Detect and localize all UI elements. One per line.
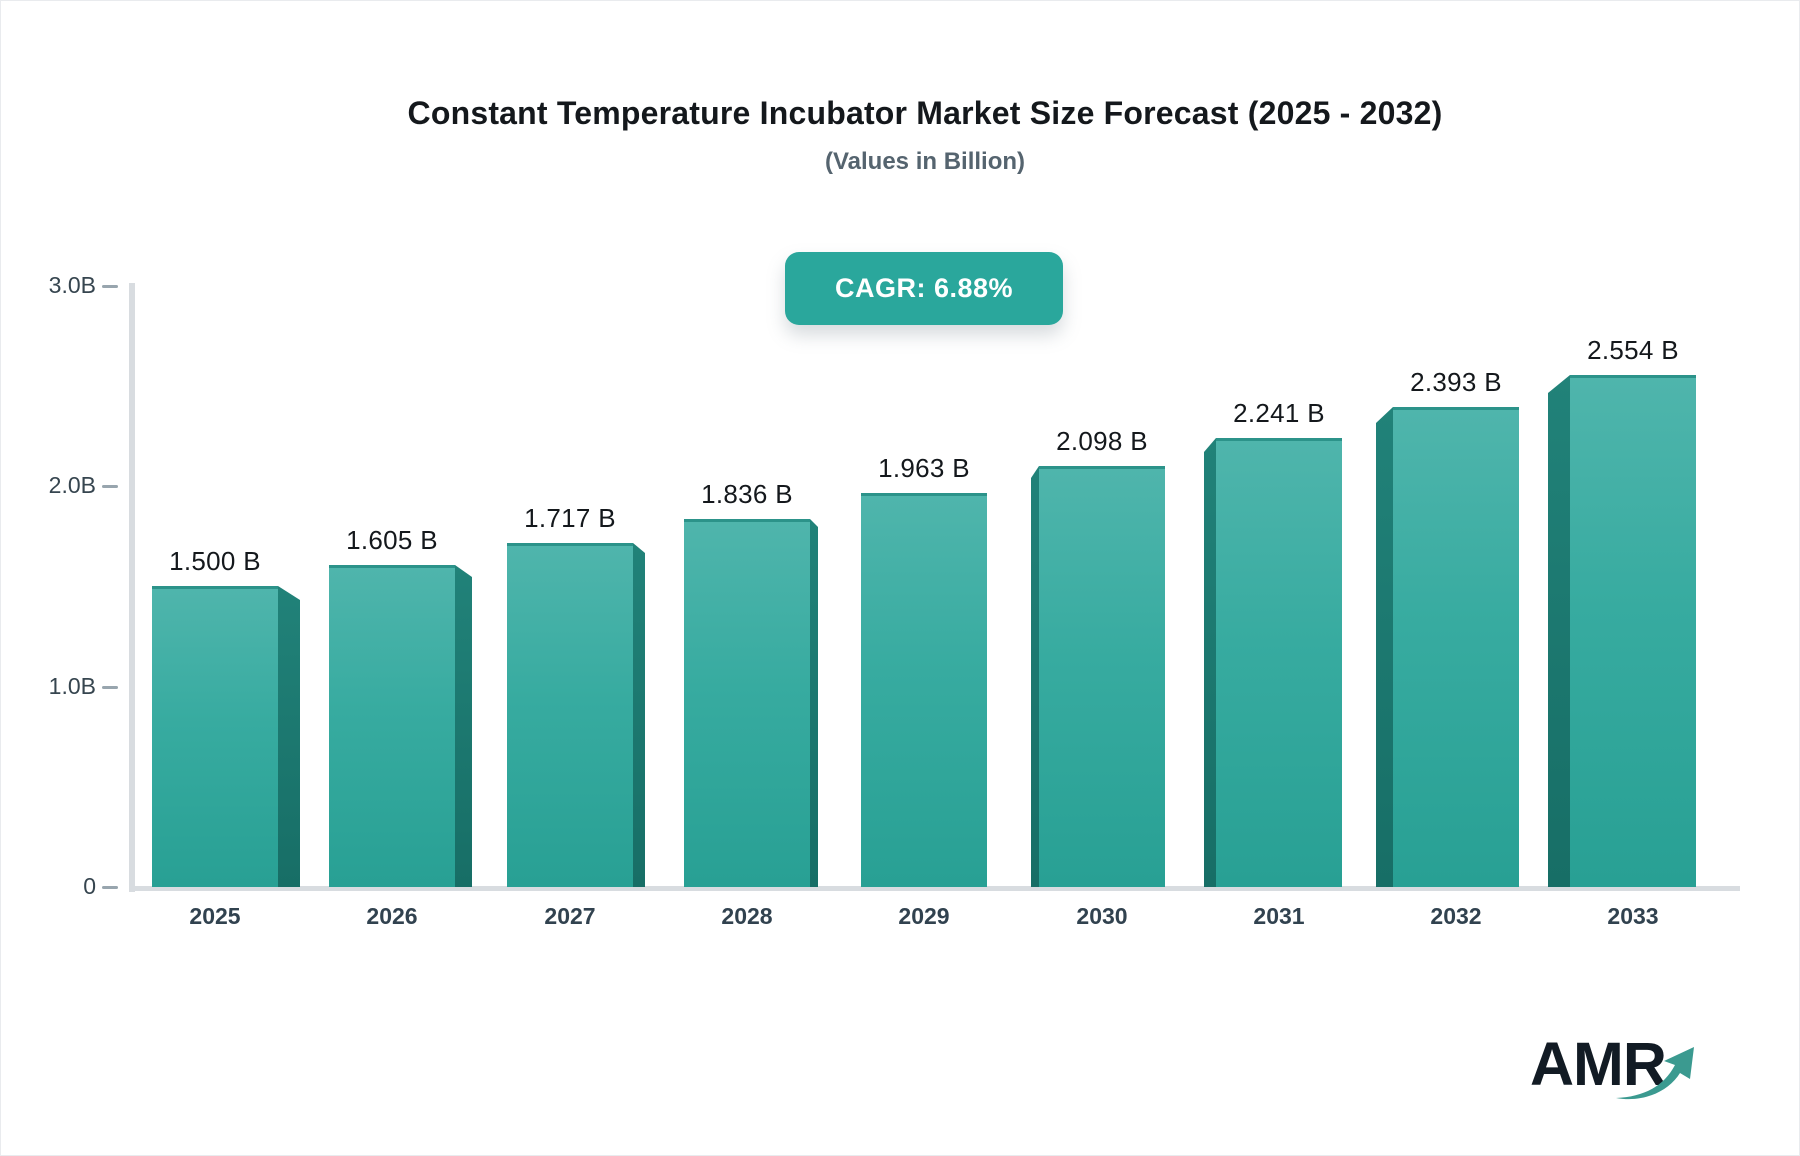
bar-value-label: 1.500 B	[169, 546, 261, 576]
bar-2027	[507, 543, 633, 887]
x-tick-label: 2025	[189, 903, 241, 929]
bar-2029	[861, 493, 987, 887]
bar-value-label: 1.963 B	[878, 453, 970, 483]
y-tick-dash	[102, 485, 118, 488]
x-tick-label: 2027	[544, 903, 596, 929]
trend-up-arrow-icon	[1616, 1047, 1694, 1100]
amr-logo: AMR	[1530, 1034, 1720, 1114]
x-tick-label: 2028	[721, 903, 773, 929]
bar-2031	[1216, 438, 1342, 887]
y-tick-label: 0	[83, 873, 96, 899]
x-tick-label: 2032	[1430, 903, 1482, 929]
y-tick-label: 3.0B	[48, 272, 96, 298]
bar-2025	[152, 586, 278, 887]
bar-value-label: 2.098 B	[1056, 426, 1148, 456]
bar-side-2026	[455, 565, 472, 887]
x-tick-label: 2030	[1076, 903, 1128, 929]
y-axis-line	[129, 283, 135, 892]
x-tick-label: 2029	[898, 903, 950, 929]
bar-side-2030	[1031, 466, 1039, 887]
bar-side-2032	[1376, 407, 1393, 887]
bar-value-label: 2.554 B	[1587, 335, 1679, 365]
bar-2026	[329, 565, 455, 887]
bar-value-label: 1.605 B	[346, 525, 438, 555]
bar-value-label: 1.717 B	[524, 503, 616, 533]
bar-value-label: 2.393 B	[1410, 367, 1502, 397]
chart-subtitle: (Values in Billion)	[824, 148, 1026, 175]
y-tick-dash	[102, 285, 118, 288]
x-tick-label: 2026	[366, 903, 418, 929]
x-axis-line	[129, 886, 1740, 891]
bar-side-2031	[1204, 438, 1216, 887]
y-tick-label: 1.0B	[48, 673, 96, 699]
bar-value-label: 2.241 B	[1233, 398, 1325, 428]
bar-side-2033	[1548, 375, 1570, 887]
bar-2032	[1393, 407, 1519, 887]
bar-side-2025	[278, 586, 300, 887]
chart-title: Constant Temperature Incubator Market Si…	[407, 95, 1443, 131]
x-tick-label: 2031	[1253, 903, 1305, 929]
x-tick-label: 2033	[1607, 903, 1659, 929]
y-tick-dash	[102, 886, 118, 889]
amr-logo-text: AMR	[1530, 1030, 1667, 1098]
bar-2030	[1039, 466, 1165, 887]
cagr-badge: CAGR: 6.88%	[785, 252, 1063, 325]
bar-value-label: 1.836 B	[701, 479, 793, 509]
bar-2028	[684, 519, 810, 887]
bar-side-2027	[633, 543, 645, 887]
bar-side-2028	[810, 519, 818, 887]
y-tick-dash	[102, 686, 118, 689]
bar-2033	[1570, 375, 1696, 887]
y-tick-label: 2.0B	[48, 472, 96, 498]
